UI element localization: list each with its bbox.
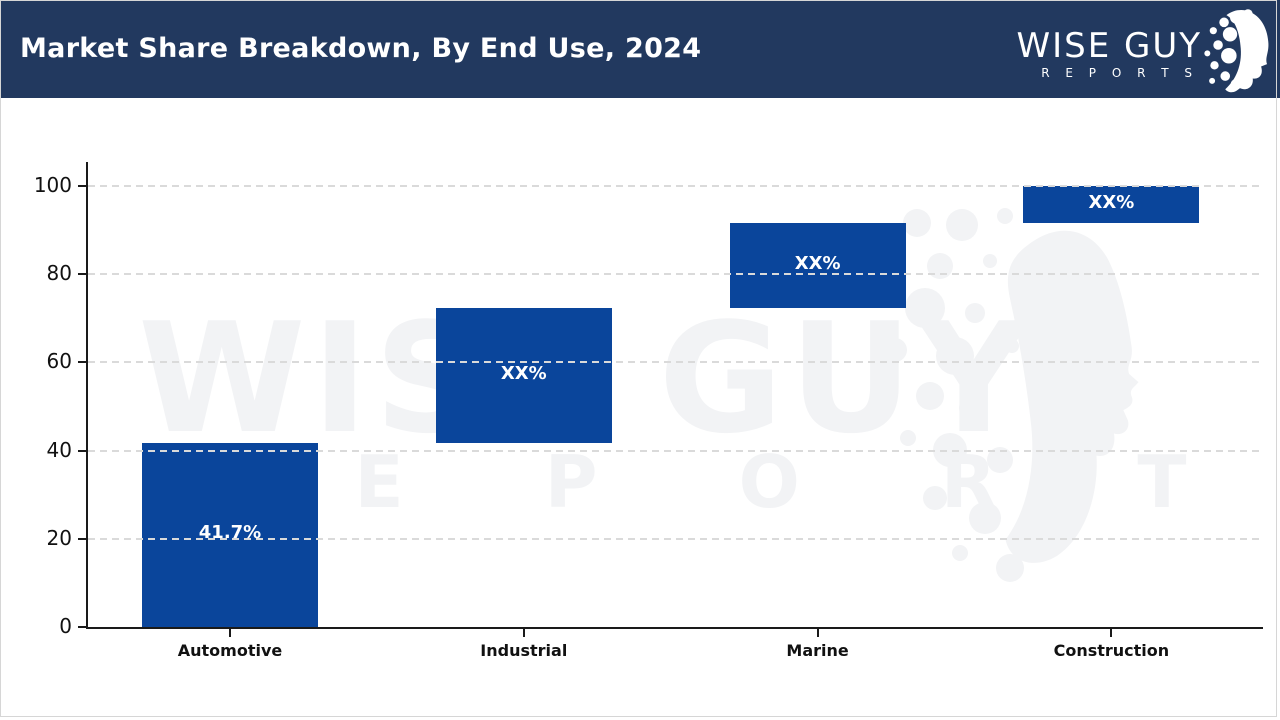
y-tick-label: 20 bbox=[46, 525, 72, 550]
watermark-text-2: R E P O R T S bbox=[158, 440, 1280, 524]
watermark-dot bbox=[969, 502, 1001, 534]
x-tick-mark bbox=[229, 629, 231, 637]
x-tick-label: Automotive bbox=[177, 641, 283, 660]
bar-value-label: XX% bbox=[794, 252, 841, 274]
x-tick-mark bbox=[1110, 629, 1113, 637]
watermark-dot bbox=[965, 303, 985, 323]
logo-subtitle: R E P O R T S bbox=[1041, 66, 1198, 80]
gridline bbox=[88, 361, 1263, 364]
bar-value-label: XX% bbox=[1088, 191, 1135, 213]
x-tick-mark bbox=[522, 629, 525, 637]
y-tick-label: 80 bbox=[46, 261, 72, 286]
logo-wordmark: WISE GUY bbox=[1016, 26, 1202, 66]
watermark-dot bbox=[997, 208, 1013, 224]
watermark-dot bbox=[905, 288, 945, 328]
watermark-dot bbox=[946, 209, 978, 241]
y-axis bbox=[86, 162, 88, 629]
bar-construction bbox=[1023, 186, 1200, 224]
watermark-dot bbox=[1005, 339, 1019, 353]
gridline bbox=[88, 273, 1263, 276]
bar-automotive bbox=[142, 443, 318, 627]
watermark-dot bbox=[952, 545, 968, 561]
x-tick-mark bbox=[816, 629, 819, 637]
watermark-dot bbox=[959, 397, 981, 419]
watermark-dot bbox=[916, 382, 944, 410]
y-tick-label: 60 bbox=[46, 349, 72, 374]
watermark-dot bbox=[983, 254, 997, 268]
watermark-dot bbox=[1051, 389, 1069, 407]
page-title: Market Share Breakdown, By End Use, 2024 bbox=[20, 33, 702, 64]
x-tick-label: Construction bbox=[1053, 641, 1170, 660]
gridline bbox=[88, 537, 1263, 540]
y-tick-mark bbox=[78, 449, 88, 452]
y-tick-mark bbox=[78, 273, 88, 276]
header-banner: Market Share Breakdown, By End Use, 2024… bbox=[0, 0, 1280, 98]
bar-value-label: XX% bbox=[500, 362, 547, 384]
watermark-dot bbox=[903, 209, 931, 237]
x-axis bbox=[86, 627, 1263, 629]
chart-area: WISE GUY R E P O R T S 02040608010041.7%… bbox=[0, 98, 1280, 720]
y-tick-label: 0 bbox=[59, 614, 72, 638]
gridline bbox=[88, 449, 1263, 452]
y-tick-mark bbox=[78, 537, 88, 540]
y-tick-mark bbox=[78, 361, 88, 364]
bar-value-label: 41.7% bbox=[198, 522, 262, 544]
y-tick-mark bbox=[78, 185, 88, 187]
y-tick-label: 100 bbox=[33, 173, 72, 197]
watermark-dot bbox=[900, 430, 916, 446]
bar-marine bbox=[729, 223, 906, 309]
y-tick-mark bbox=[78, 626, 88, 628]
watermark-dot bbox=[883, 338, 907, 362]
logo-face-icon bbox=[1204, 9, 1269, 93]
x-tick-label: Marine bbox=[786, 641, 849, 660]
y-tick-label: 40 bbox=[46, 437, 72, 462]
x-tick-label: Industrial bbox=[480, 641, 568, 660]
bar-industrial bbox=[435, 308, 612, 444]
watermark-dot bbox=[923, 486, 947, 510]
gridline bbox=[88, 185, 1263, 187]
watermark-dot bbox=[936, 337, 974, 375]
watermark-dot bbox=[996, 554, 1024, 582]
wise-guy-logo: WISE GUY R E P O R T S bbox=[1008, 6, 1269, 94]
